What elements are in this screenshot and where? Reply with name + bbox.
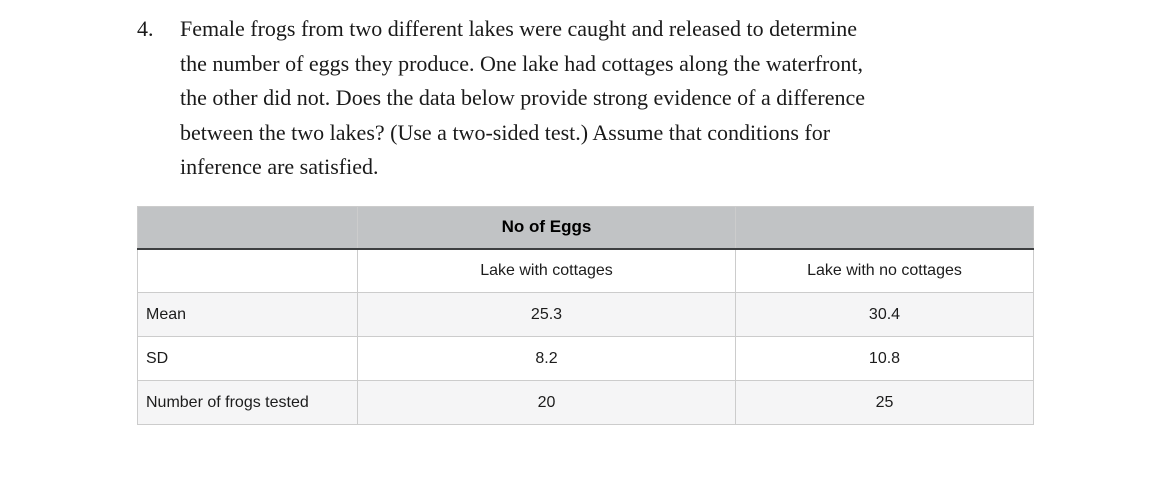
cell-sd-no-cottages: 10.8 [735,336,1034,381]
cell-mean-cottages: 25.3 [357,292,736,337]
question-line-1: Female frogs from two different lakes we… [180,16,858,41]
table-subheader-row: Lake with cottages Lake with no cottages [137,248,1034,293]
question-text: Female frogs from two different lakes we… [180,12,865,185]
column-header-lake-with-cottages: Lake with cottages [357,248,736,293]
table-title: No of Eggs [357,206,736,250]
question-line-5: inference are satisfied. [180,154,379,180]
cell-number-no-cottages: 25 [735,380,1034,425]
header-cell-empty-right [735,206,1034,250]
column-header-lake-with-no-cottages: Lake with no cottages [735,248,1034,293]
cell-sd-cottages: 8.2 [357,336,736,381]
question-number: 4. [137,16,154,41]
header-cell-empty-left [137,206,358,250]
table-row-mean: Mean 25.3 30.4 [137,292,1034,337]
question-line-2: the number of eggs they produce. One lak… [180,50,863,76]
subheader-cell-empty [137,248,358,293]
table-row-sd: SD 8.2 10.8 [137,336,1034,381]
cell-number-cottages: 20 [357,380,736,425]
row-label-mean: Mean [137,292,358,337]
cell-mean-no-cottages: 30.4 [735,292,1034,337]
table-row-number-tested: Number of frogs tested 20 25 [137,380,1034,425]
question-block: 4. Female frogs from two different lakes… [137,12,865,185]
question-line-3: the other did not. Does the data below p… [180,85,866,111]
eggs-data-table: No of Eggs Lake with cottages Lake with … [137,206,1034,425]
row-label-sd: SD [137,336,358,381]
question-line-4: between the two lakes? (Use a two-sided … [180,119,831,145]
row-label-number-tested: Number of frogs tested [137,380,358,425]
table-header-row: No of Eggs [137,206,1034,250]
